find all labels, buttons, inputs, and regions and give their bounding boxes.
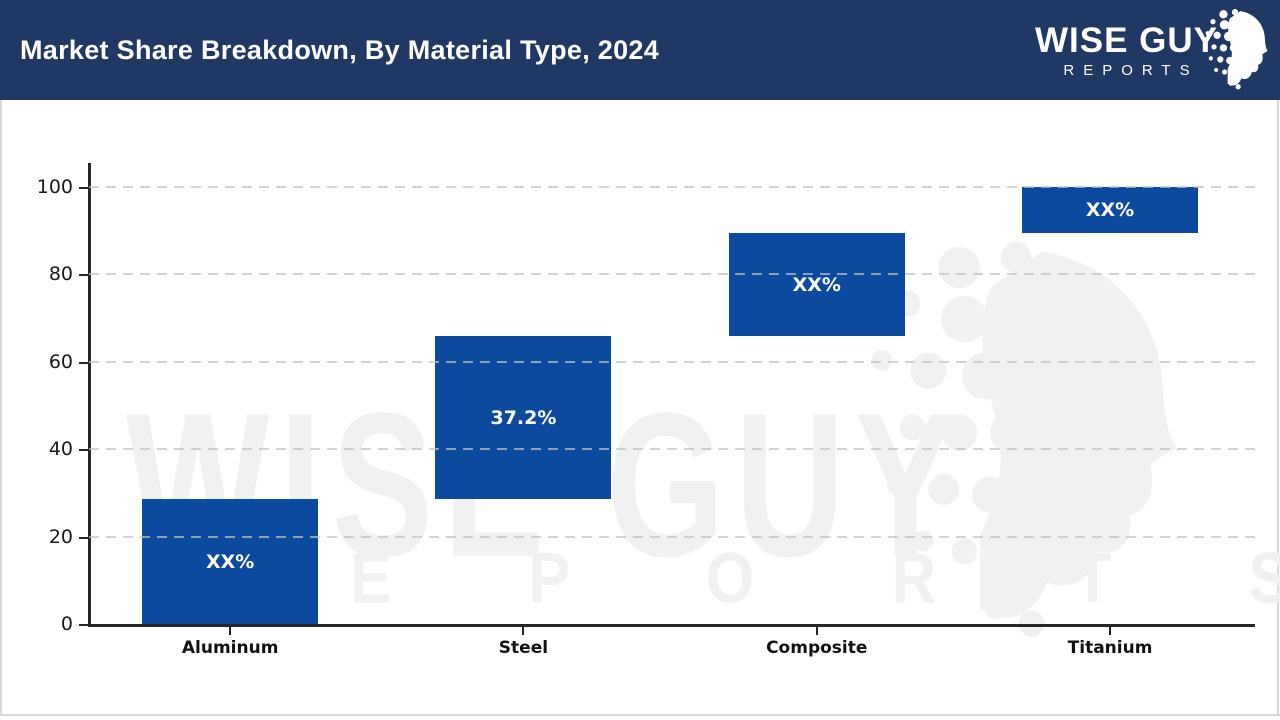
brand-wordmark: WISE GUY REPORTS (1035, 21, 1218, 79)
grid-line (89, 186, 1256, 188)
y-tick (79, 274, 88, 277)
y-tick (79, 624, 88, 626)
y-tick-label: 40 (48, 438, 73, 461)
x-category-label: Titanium (1067, 638, 1153, 658)
brand-subtitle: REPORTS (1063, 62, 1199, 79)
y-tick-label: 100 (36, 176, 73, 198)
bar-value-label: 37.2% (490, 406, 557, 429)
x-tick (1109, 626, 1112, 635)
right-border (1277, 100, 1279, 716)
x-tick (815, 626, 818, 635)
grid-line (89, 360, 1256, 363)
bar (1022, 187, 1199, 234)
bar (142, 499, 319, 624)
x-axis (88, 624, 1255, 627)
y-tick-label: 60 (48, 350, 73, 373)
y-tick-label: 20 (48, 525, 73, 548)
x-category-label: Composite (766, 638, 868, 658)
y-axis (88, 163, 91, 626)
y-tick-label: 80 (48, 263, 73, 286)
chart-area: WISE GUY R E P O R T S 0 20 40 60 80 100 XX% Al… (0, 100, 1280, 720)
bar-value-label: XX% (205, 550, 255, 573)
brand-name: WISE GUY (1034, 21, 1218, 60)
wiseguy-face-icon (1204, 9, 1268, 90)
left-border (0, 100, 2, 716)
bar (435, 336, 612, 500)
y-tick-label: 0 (60, 613, 73, 635)
bar (728, 233, 905, 337)
grid-line (89, 448, 1256, 451)
bar-value-label: XX% (1085, 199, 1135, 222)
bar-value-label: XX% (792, 273, 841, 296)
y-tick (79, 449, 88, 452)
x-category-label: Aluminum (181, 638, 279, 658)
x-tick (522, 626, 525, 635)
x-tick (229, 626, 232, 635)
brand-logo: WISE GUY REPORTS (1035, 8, 1268, 92)
y-tick (79, 187, 88, 189)
y-tick (79, 536, 88, 539)
page-title: Market Share Breakdown, By Material Type… (20, 34, 660, 65)
bottom-border (0, 714, 1280, 716)
header-bar: Market Share Breakdown, By Material Type… (0, 0, 1280, 100)
y-tick (79, 361, 88, 364)
grid-line (89, 273, 1256, 276)
x-category-label: Steel (498, 638, 549, 658)
grid-line (89, 535, 1256, 538)
